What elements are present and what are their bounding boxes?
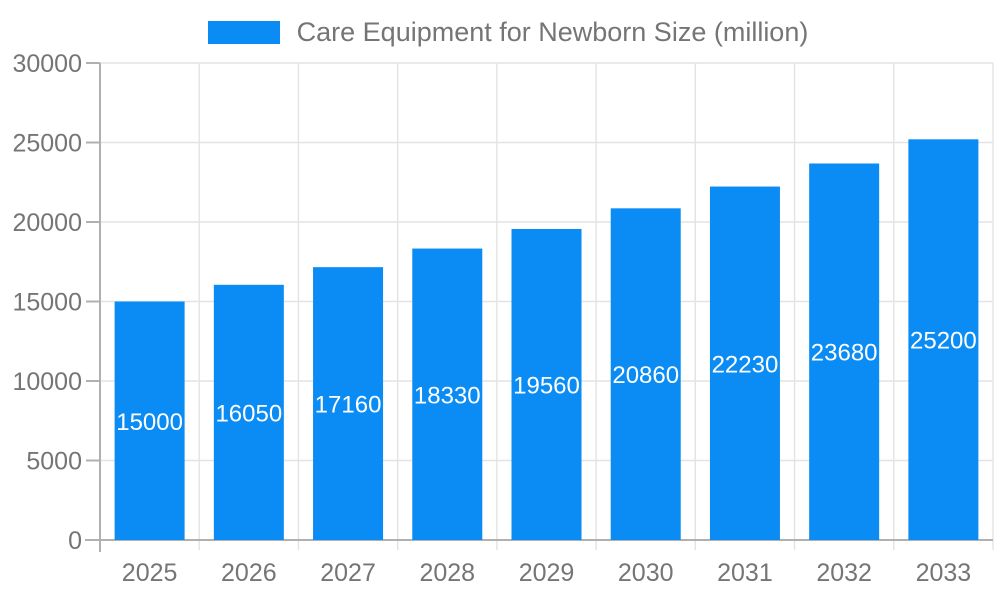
bar-value-label: 19560 [513, 372, 580, 399]
bar-value-label: 16050 [215, 400, 282, 427]
y-tick-label: 0 [68, 527, 82, 555]
bar [511, 228, 582, 540]
y-tick-label: 25000 [12, 130, 82, 158]
x-tick-label: 2033 [916, 559, 972, 587]
y-tick-label: 10000 [12, 368, 82, 396]
bar [908, 139, 979, 540]
x-tick-label: 2027 [320, 559, 376, 587]
x-tick-label: 2029 [519, 559, 575, 587]
x-tick-label: 2028 [419, 559, 475, 587]
bar-value-label: 23680 [811, 340, 878, 367]
bar-value-label: 18330 [414, 382, 481, 409]
bar-value-label: 25200 [910, 328, 977, 355]
bar [412, 248, 483, 541]
x-tick-label: 2030 [618, 559, 674, 587]
bar-value-label: 17160 [315, 392, 382, 419]
x-tick-label: 2032 [816, 559, 872, 587]
bar-value-label: 20860 [612, 362, 679, 389]
x-tick-label: 2026 [221, 559, 277, 587]
y-tick-label: 15000 [12, 289, 82, 317]
y-tick-label: 20000 [12, 209, 82, 237]
bar-value-label: 22230 [712, 351, 779, 378]
bar [313, 267, 384, 540]
x-tick-label: 2031 [717, 559, 773, 587]
bar [213, 284, 284, 540]
bar-value-label: 15000 [116, 409, 183, 436]
x-tick-label: 2025 [122, 559, 178, 587]
y-tick-label: 30000 [12, 50, 82, 78]
bar [114, 301, 185, 540]
bar [809, 163, 880, 540]
bar [709, 186, 780, 540]
bar [610, 208, 681, 541]
y-tick-label: 5000 [26, 448, 82, 476]
